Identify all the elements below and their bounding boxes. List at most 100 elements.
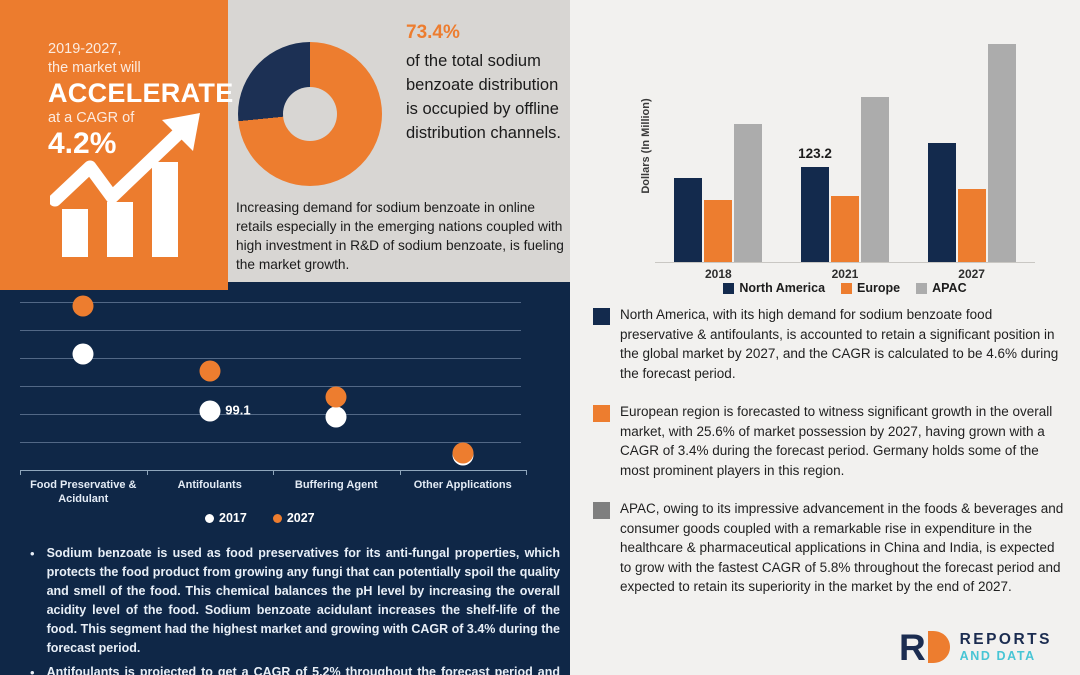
dot-2017-buffering-agent	[325, 406, 347, 428]
axis-tick	[399, 470, 401, 475]
bullet-text: APAC, owing to its impressive advancemen…	[620, 501, 1064, 594]
bar-group-2018	[674, 30, 763, 262]
promo-accelerate: ACCELERATE	[48, 78, 234, 108]
gridline	[20, 358, 521, 359]
category-label: Antifoulants	[177, 479, 242, 491]
regional-bar-chart-area: Dollars (In Million) 123.2 2018 2021 2027 No…	[570, 0, 1080, 300]
logo-reports: REPORTS	[959, 631, 1052, 648]
north-america-swatch	[593, 308, 610, 325]
apac-swatch	[593, 502, 610, 519]
svg-text:R: R	[901, 629, 926, 665]
bar-europe-2018	[704, 200, 733, 262]
dot-2017-food-preservative-&-acidulant	[72, 343, 94, 365]
bar-europe-2027	[957, 189, 986, 262]
bar-group-2021: 123.2	[798, 30, 889, 262]
axis-tick	[526, 470, 527, 475]
bar-group-2027	[927, 30, 1016, 262]
regional-panel: Dollars (In Million) 123.2 2018 2021 2027 No…	[570, 0, 1080, 675]
axis-tick	[273, 470, 274, 475]
bar-apac-2018	[734, 124, 763, 262]
bar-europe-2021	[830, 195, 859, 262]
dot-2027-buffering-agent	[325, 386, 347, 408]
dot-2027-food-preservative-&-acidulant	[72, 295, 94, 317]
legend-dot	[272, 513, 282, 523]
gridline	[20, 386, 521, 387]
dot-2017-antifoulants: 99.1	[199, 400, 251, 422]
legend-swatch	[723, 282, 735, 294]
donut-chart	[238, 42, 382, 186]
category-label: Buffering Agent	[294, 479, 378, 491]
bullet-antifoulants: • Antifoulants is projected to get a CAG…	[30, 663, 560, 675]
donut-description: of the total sodium benzoate distributio…	[406, 52, 562, 142]
bar-apac-2021	[860, 97, 889, 262]
x-axis-ticks: 2018 2021 2027	[655, 267, 1035, 281]
legend-dot	[205, 513, 214, 523]
bullet-text: Sodium benzoate is used as food preserva…	[46, 546, 560, 655]
bar-chart-legend: North America Europe APAC	[630, 281, 1060, 295]
legend-swatch	[841, 282, 853, 294]
promo-years: 2019-2027,	[48, 41, 122, 57]
dot-plot-legend: 2017 2027	[205, 511, 526, 525]
dot-plot-area: 99.1	[20, 295, 527, 475]
bar-apac-2027	[987, 43, 1016, 262]
legend-label: 2027	[286, 511, 315, 525]
logo-and-data: AND DATA	[959, 648, 1036, 663]
legend-label: 2017	[219, 511, 247, 525]
bullet-food-preservative: • Sodium benzoate is used as food preser…	[30, 544, 560, 658]
x-tick-2018: 2018	[704, 267, 732, 281]
logo-text: REPORTS AND DATA	[960, 632, 1052, 662]
bar-north-america-2018	[674, 178, 703, 262]
bar-value-label: 123.2	[798, 145, 832, 161]
legend-2027: 2027	[272, 511, 315, 525]
category-label: Food Preservative & Acidulant	[30, 479, 137, 505]
dot-2027-antifoulants	[199, 360, 221, 382]
distribution-panel: 73.4% of the total sodium benzoate distr…	[228, 0, 570, 282]
dot-2027-other-applications	[452, 442, 474, 464]
bullet-marker: •	[30, 546, 35, 561]
legend-label: APAC	[932, 281, 967, 295]
bullet-marker: •	[30, 665, 35, 675]
applications-dot-plot: 99.1 Food Preservative & Acidulant Antifou…	[20, 295, 527, 525]
applications-panel: 99.1 Food Preservative & Acidulant Antifou…	[0, 282, 570, 675]
bullet-apac: APAC, owing to its impressive advancemen…	[593, 499, 1065, 597]
reports-and-data-logo: R REPORTS AND DATA	[901, 629, 1052, 665]
bullet-text: North America, with its high demand for …	[620, 307, 1059, 381]
axis-tick	[20, 470, 21, 475]
dot-value-label: 99.1	[225, 402, 251, 418]
bullet-text: European region is forecasted to witness…	[620, 404, 1053, 478]
dot-plot-categories: Food Preservative & Acidulant Antifoulant…	[20, 471, 526, 506]
gridline	[20, 330, 521, 331]
promo-cagr-label: at a CAGR of	[48, 110, 135, 126]
legend-swatch	[916, 282, 928, 294]
promo-panel: 2019-2027, the market will ACCELERATE at…	[0, 0, 234, 290]
legend-apac: APAC	[916, 281, 967, 295]
bar-plot: 123.2	[655, 30, 1035, 263]
x-tick-2027: 2027	[958, 267, 985, 281]
europe-swatch	[593, 405, 610, 422]
region-bullets: North America, with its high demand for …	[593, 305, 1065, 616]
legend-north-america: North America	[723, 281, 825, 295]
y-axis-label: Dollars (In Million)	[640, 98, 652, 194]
bullet-north-america: North America, with its high demand for …	[593, 305, 1065, 383]
donut-caption: 73.4% of the total sodium benzoate distr…	[406, 22, 570, 145]
legend-label: Europe	[857, 281, 901, 295]
growth-arrow-icon	[50, 113, 200, 257]
category-label: Other Applications	[413, 479, 512, 491]
axis-tick	[146, 470, 148, 475]
bar-north-america-2021: 123.2	[798, 146, 832, 262]
gridline	[20, 302, 521, 303]
promo-cagr-value: 4.2%	[48, 127, 117, 160]
bullet-text: Antifoulants is projected to get a CAGR …	[46, 665, 560, 675]
promo-subtitle: the market will	[48, 60, 141, 76]
rd-logo-icon: R	[901, 629, 950, 665]
bullet-europe: European region is forecasted to witness…	[593, 402, 1065, 480]
x-tick-2021: 2021	[831, 267, 859, 281]
gridline	[20, 442, 521, 443]
legend-2017: 2017	[205, 511, 247, 525]
donut-value: 73.4%	[406, 22, 460, 43]
market-growth-paragraph: Increasing demand for sodium benzoate in…	[236, 200, 564, 272]
legend-label: North America	[739, 281, 826, 295]
legend-europe: Europe	[841, 281, 900, 295]
bar-north-america-2027	[927, 142, 956, 262]
